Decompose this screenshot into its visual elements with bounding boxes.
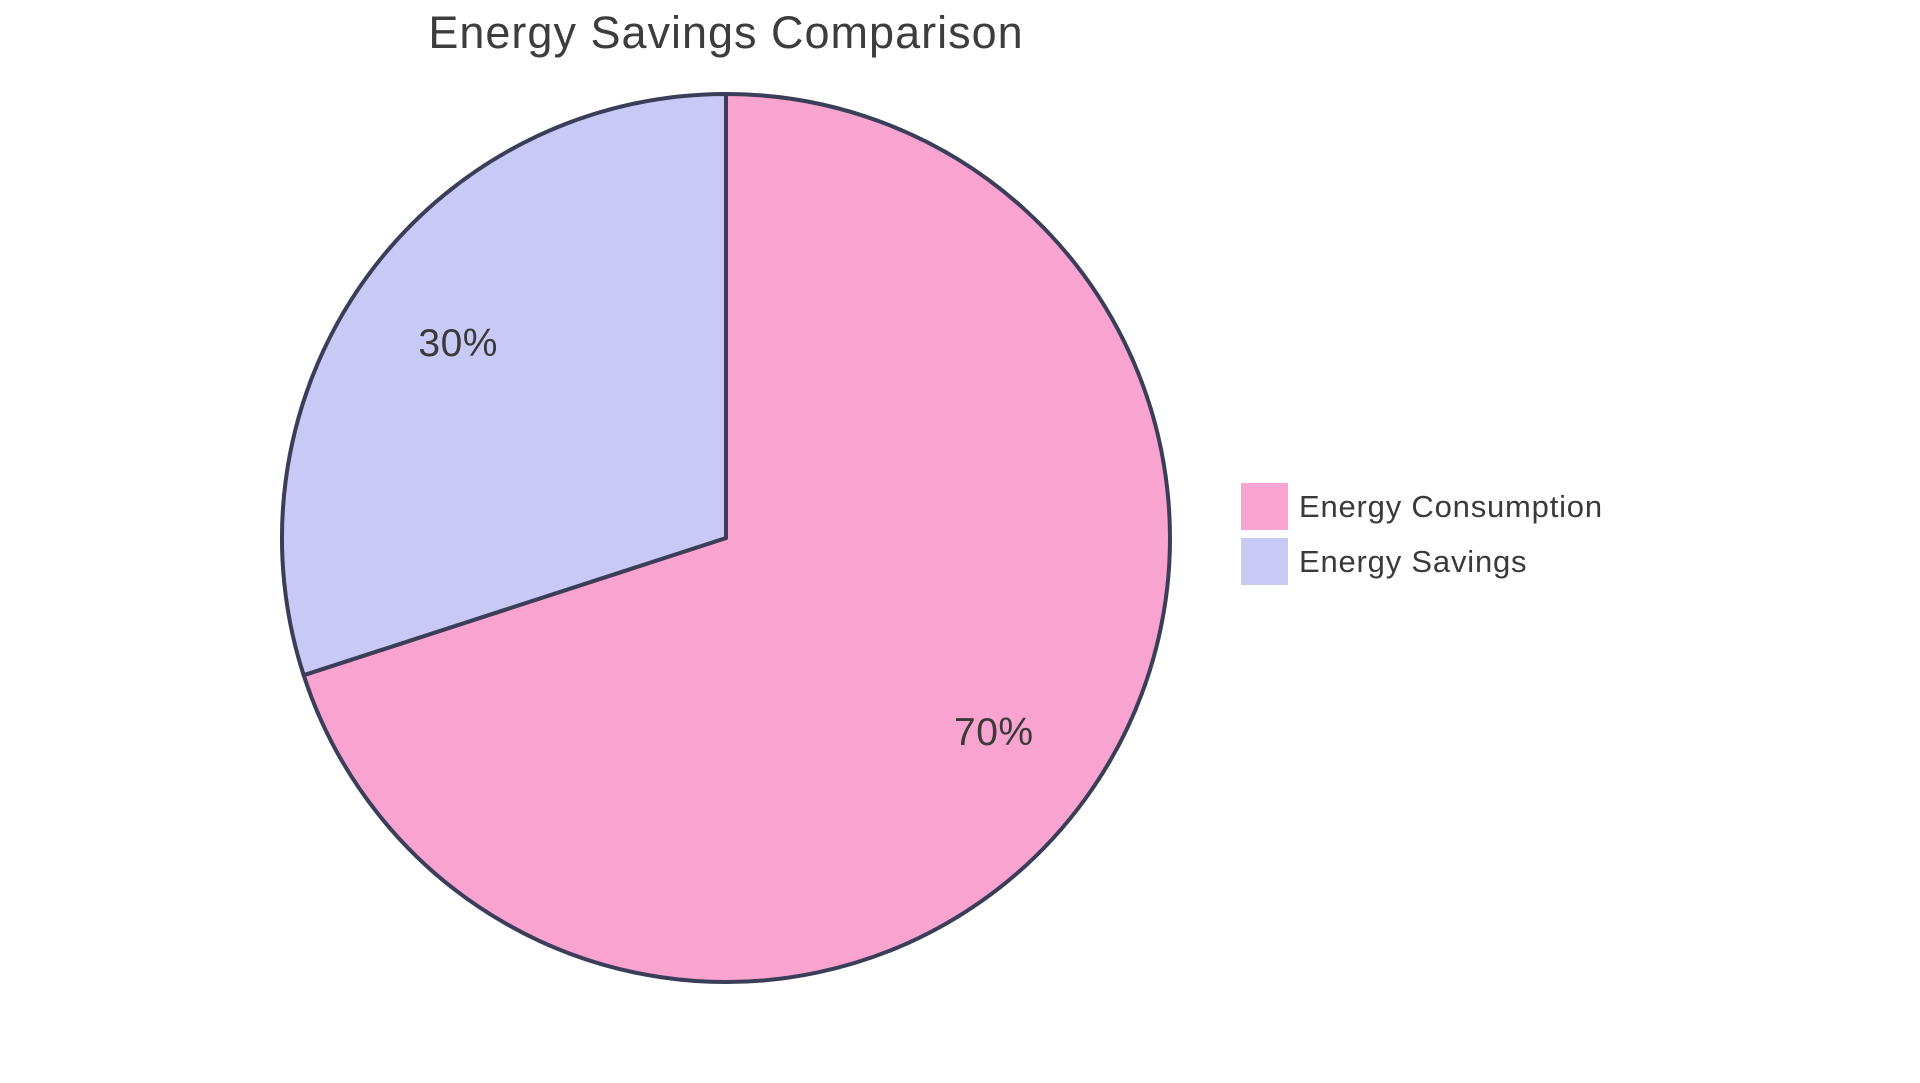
legend-label: Energy Consumption [1299, 488, 1603, 524]
slice-percent-label-1: 30% [418, 322, 498, 365]
legend-item-0: Energy Consumption [1241, 483, 1603, 530]
legend: Energy Consumption Energy Savings [1241, 483, 1603, 585]
legend-item-1: Energy Savings [1241, 538, 1603, 585]
pie-slice-1 [279, 92, 728, 678]
chart-title: Energy Savings Comparison [428, 7, 1024, 58]
legend-swatch-icon [1241, 538, 1288, 585]
legend-swatch-icon [1241, 483, 1288, 530]
pie-slice-0 [301, 92, 1172, 984]
legend-label: Energy Savings [1299, 543, 1528, 579]
slice-percent-label-0: 70% [954, 711, 1034, 754]
